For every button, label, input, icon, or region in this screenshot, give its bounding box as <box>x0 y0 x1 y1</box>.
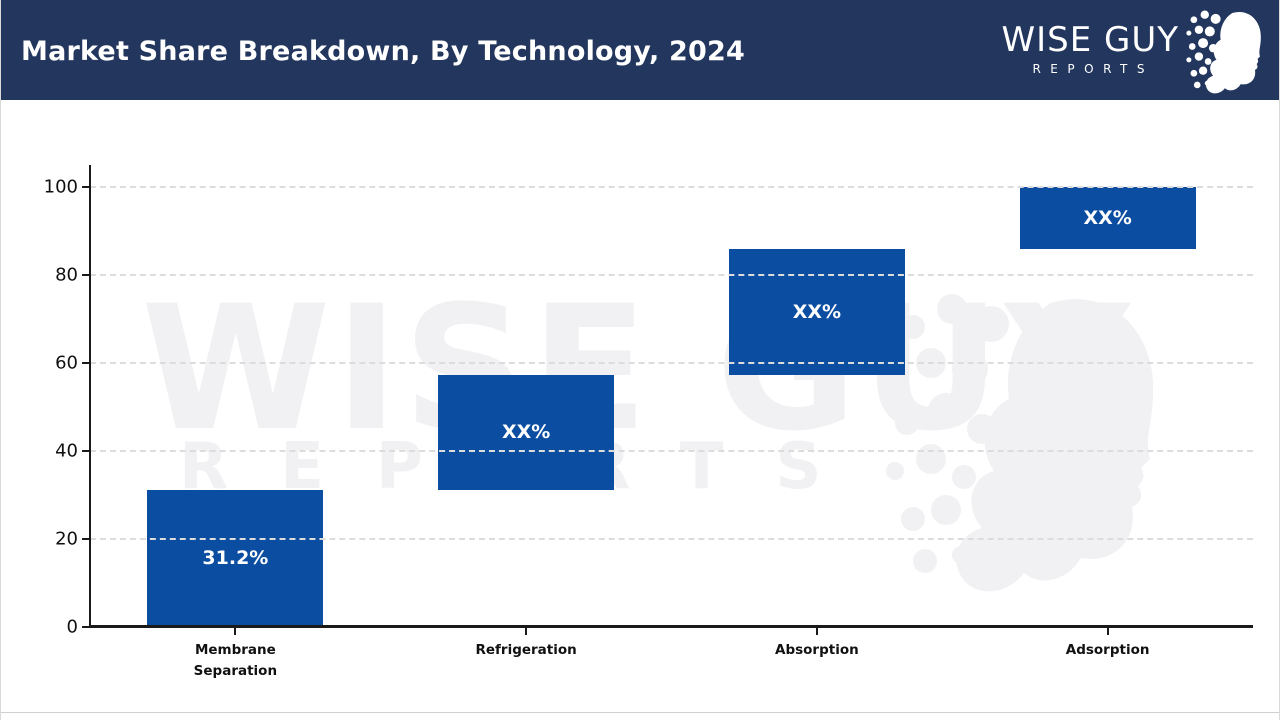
x-tick-mark <box>234 628 237 635</box>
page-bottom-border <box>1 712 1279 713</box>
y-tick-mark <box>82 362 90 364</box>
gridline-80 <box>90 274 1253 276</box>
gridline-20 <box>90 538 1253 540</box>
gridline-60 <box>90 362 1253 364</box>
y-tick-mark <box>82 450 90 452</box>
bar-refrigeration <box>438 374 615 490</box>
y-tick-label: 60 <box>55 352 78 374</box>
y-tick-label: 80 <box>55 264 78 286</box>
bar-value-label: XX% <box>792 300 842 323</box>
gridline-100 <box>90 186 1253 188</box>
y-tick-label: 100 <box>43 176 78 198</box>
x-axis-line <box>89 625 1253 628</box>
bar-value-label: 31.2% <box>202 547 269 570</box>
y-tick-mark <box>82 626 90 628</box>
x-tick-mark <box>1106 628 1109 635</box>
y-tick-mark <box>82 538 90 540</box>
x-tick-mark <box>815 628 818 635</box>
x-axis-category-label: Refrigeration <box>475 642 577 658</box>
chart-area: WISE GUY REPORTS 02040608010031.2%Membra… <box>1 100 1279 713</box>
x-axis-category-label: Adsorption <box>1065 642 1150 658</box>
logo-text: WISE GUY REPORTS <box>1001 20 1179 76</box>
y-tick-mark <box>82 274 90 276</box>
y-axis-line <box>89 165 91 627</box>
y-tick-mark <box>82 186 90 188</box>
bar-value-label: XX% <box>501 421 551 444</box>
logo: WISE GUY REPORTS <box>1001 4 1267 96</box>
header-bar: Market Share Breakdown, By Technology, 2… <box>1 0 1279 100</box>
logo-face-icon <box>1186 10 1261 94</box>
x-tick-mark <box>525 628 528 635</box>
bar-absorption <box>728 249 905 375</box>
bar-adsorption <box>1019 187 1196 250</box>
gridline-40 <box>90 450 1253 452</box>
x-axis-category-label: Membrane Separation <box>193 642 278 679</box>
bar-value-label: XX% <box>1083 207 1132 230</box>
bar-membrane-separation <box>147 489 324 627</box>
y-tick-label: 40 <box>55 440 78 462</box>
page-title: Market Share Breakdown, By Technology, 2… <box>21 36 746 67</box>
logo-wordmark: WISE GUY <box>1001 20 1179 60</box>
y-tick-label: 20 <box>55 528 78 550</box>
logo-subtext: REPORTS <box>1032 62 1154 76</box>
y-tick-label: 0 <box>66 616 78 638</box>
x-axis-category-label: Absorption <box>775 642 859 658</box>
